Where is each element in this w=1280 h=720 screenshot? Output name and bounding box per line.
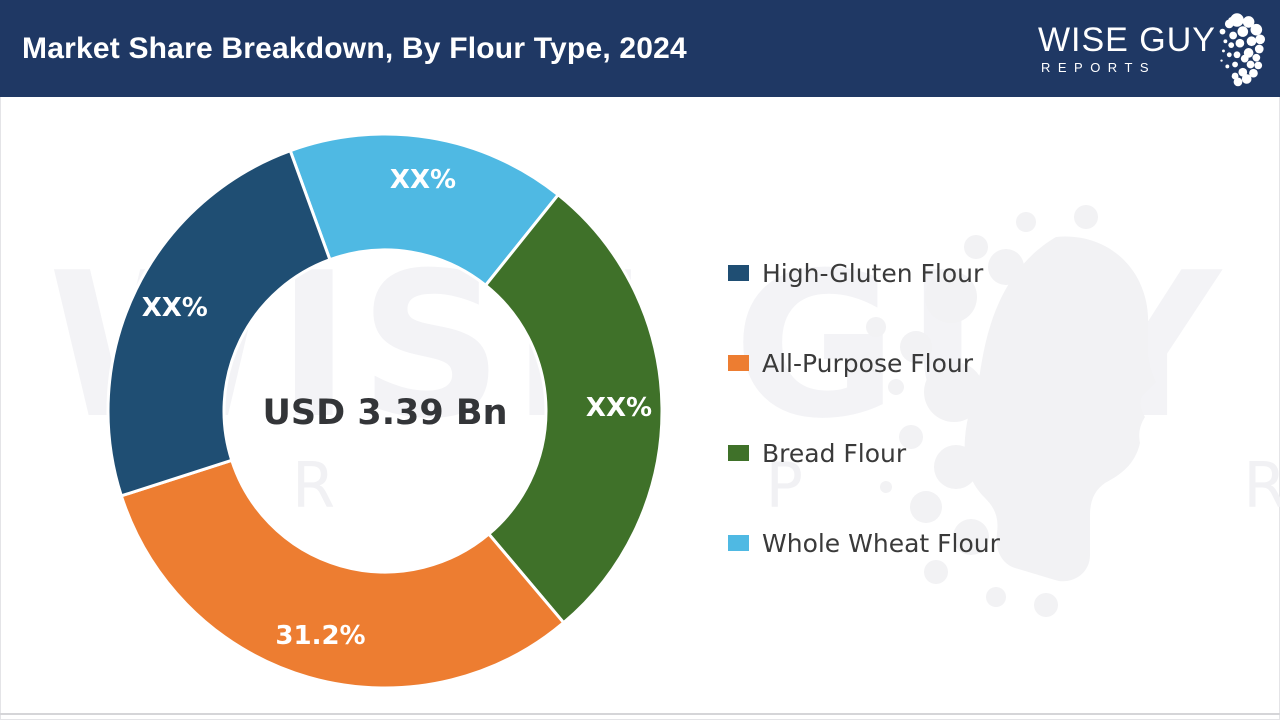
logo-face-icon	[1219, 12, 1266, 86]
brand-subname: REPORTS	[1040, 60, 1157, 75]
donut-segment-high-gluten-flour	[106, 149, 332, 498]
page-title: Market Share Breakdown, By Flour Type, 2…	[22, 31, 687, 65]
legend-label: Bread Flour	[762, 438, 907, 468]
brand-logo-text: WISE GUY REPORTS	[1038, 23, 1216, 74]
segment-value-label: XX%	[586, 393, 652, 423]
legend-swatch-whole-wheat-flour	[728, 535, 749, 551]
brand-logo: WISE GUY REPORTS	[1038, 11, 1266, 87]
legend-item-whole-wheat-flour: Whole Wheat Flour	[728, 523, 1000, 563]
legend-swatch-all-purpose-flour	[728, 355, 749, 371]
legend-item-high-gluten-flour: High-Gluten Flour	[728, 253, 1000, 293]
legend-label: All-Purpose Flour	[762, 348, 974, 378]
donut-segment-whole-wheat-flour	[288, 132, 560, 287]
segment-value-label: XX%	[142, 293, 208, 323]
bottom-divider	[0, 713, 1280, 715]
segment-value-label: XX%	[390, 165, 456, 195]
legend-label: Whole Wheat Flour	[762, 528, 1000, 558]
segment-value-label: 31.2%	[275, 621, 365, 651]
legend-swatch-bread-flour	[728, 445, 749, 461]
donut-chart: XX% XX% 31.2% XX% USD 3.39 Bn	[106, 132, 664, 690]
donut-segment-all-purpose-flour	[119, 458, 566, 690]
donut-segment-bread-flour	[484, 193, 664, 625]
brand-name: WISE GUY	[1037, 21, 1216, 59]
legend-item-bread-flour: Bread Flour	[728, 433, 1000, 473]
center-value-label: USD 3.39 Bn	[263, 393, 508, 433]
header-banner: Market Share Breakdown, By Flour Type, 2…	[0, 0, 1280, 97]
chart-legend: High-Gluten Flour All-Purpose Flour Brea…	[728, 253, 1000, 563]
legend-item-all-purpose-flour: All-Purpose Flour	[728, 343, 1000, 383]
legend-label: High-Gluten Flour	[762, 258, 984, 288]
legend-swatch-high-gluten-flour	[728, 265, 749, 281]
